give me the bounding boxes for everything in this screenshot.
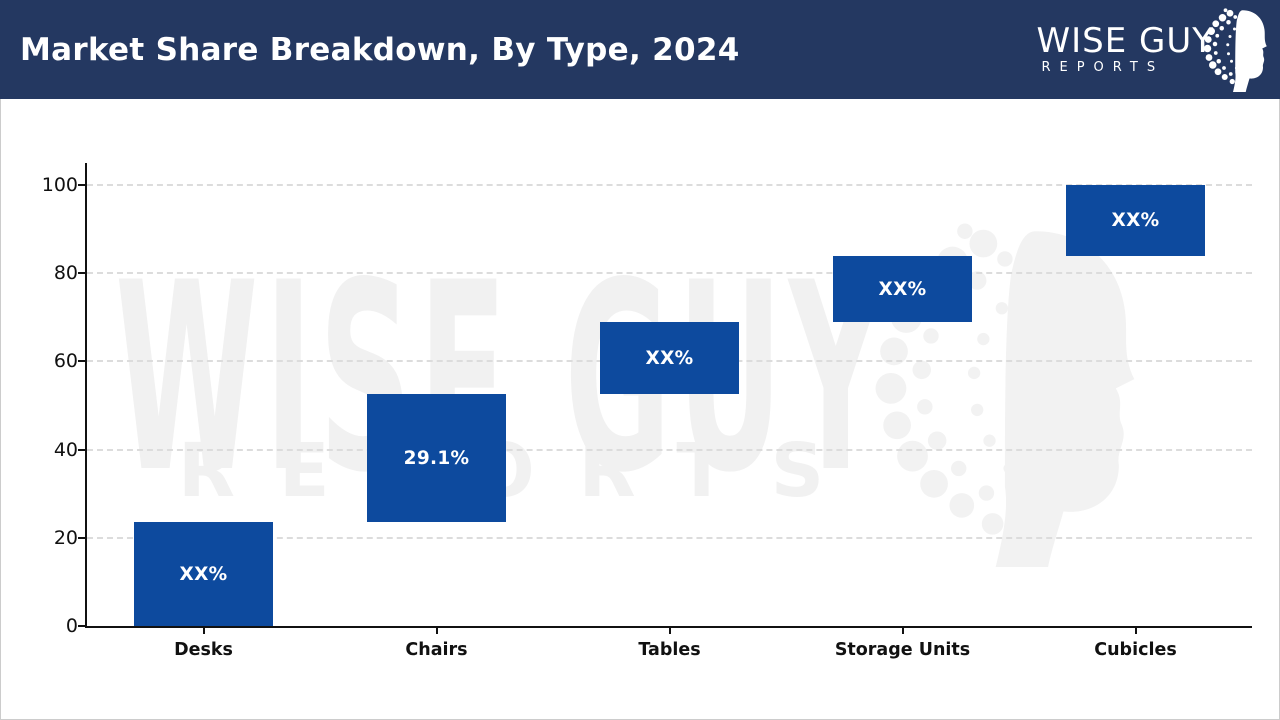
gridline-80 (87, 272, 1252, 275)
y-tick-label: 0 (65, 615, 78, 637)
bar-desks: XX% (134, 522, 273, 626)
y-tick-label: 100 (41, 174, 78, 197)
bar-chairs: 29.1% (367, 394, 506, 523)
x-axis-tick (202, 626, 205, 634)
gridline-100 (87, 184, 1252, 187)
y-axis-tick (78, 184, 87, 187)
logo-wiseguy-text: WISE GUY (1036, 21, 1214, 62)
y-axis-tick (78, 272, 87, 275)
gridline-20 (87, 536, 1252, 539)
logo-reports-text: REPORTS (1041, 59, 1165, 75)
wiseguy-reports-logo: WISE GUY REPORTS (1036, 7, 1270, 92)
bar-storage-units: XX% (833, 256, 972, 323)
x-axis-tick (901, 626, 904, 634)
gridline-40 (87, 448, 1252, 451)
x-axis-line (85, 626, 1252, 628)
header-bar: Market Share Breakdown, By Type, 2024 WI… (0, 0, 1280, 99)
logo-head-icon (1203, 7, 1267, 92)
y-tick-label: 20 (53, 526, 78, 549)
y-axis-tick (78, 536, 87, 539)
y-tick-label: 40 (53, 438, 78, 461)
y-tick-label: 80 (53, 262, 78, 285)
x-axis-tick (435, 626, 438, 634)
bar-value-label-cubicles: XX% (1111, 210, 1160, 232)
x-axis-tick (1134, 626, 1137, 634)
y-axis-tick (78, 360, 87, 363)
bar-value-label-tables: XX% (645, 347, 694, 369)
x-tick-label-cubicles: Cubicles (1094, 640, 1177, 660)
bar-tables: XX% (600, 322, 739, 395)
y-axis-line (85, 163, 87, 628)
bar-value-label-chairs: 29.1% (403, 447, 470, 469)
bar-value-label-storage-units: XX% (878, 278, 927, 300)
x-tick-label-storage-units: Storage Units (834, 640, 971, 660)
logo-text: WISE GUY REPORTS (1036, 21, 1214, 75)
y-axis-tick (78, 448, 87, 451)
page-title: Market Share Breakdown, By Type, 2024 (20, 31, 740, 68)
x-tick-label-chairs: Chairs (405, 640, 468, 660)
x-axis-tick (668, 626, 671, 634)
bar-cubicles: XX% (1066, 185, 1205, 257)
x-tick-label-tables: Tables (638, 640, 701, 660)
y-tick-label: 60 (53, 350, 78, 373)
bar-value-label-desks: XX% (179, 563, 228, 585)
y-axis-tick (78, 625, 87, 627)
x-tick-label-desks: Desks (174, 640, 233, 660)
